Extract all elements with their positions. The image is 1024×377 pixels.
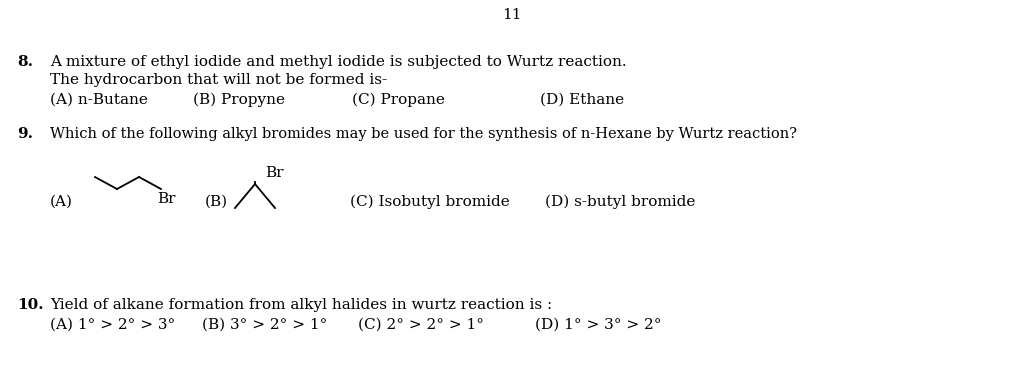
Text: (B) Propyne: (B) Propyne — [193, 93, 285, 107]
Text: Which of the following alkyl bromides may be used for the synthesis of n-Hexane : Which of the following alkyl bromides ma… — [50, 127, 797, 141]
Text: (A) 1° > 2° > 3°: (A) 1° > 2° > 3° — [50, 318, 175, 332]
Text: Yield of alkane formation from alkyl halides in wurtz reaction is :: Yield of alkane formation from alkyl hal… — [50, 298, 552, 312]
Text: (D) Ethane: (D) Ethane — [540, 93, 624, 107]
Text: 10.: 10. — [17, 298, 44, 312]
Text: 11: 11 — [502, 8, 522, 22]
Text: Br: Br — [265, 166, 284, 180]
Text: (D) s-butyl bromide: (D) s-butyl bromide — [545, 195, 695, 209]
Text: The hydrocarbon that will not be formed is-: The hydrocarbon that will not be formed … — [50, 73, 387, 87]
Text: (C) Isobutyl bromide: (C) Isobutyl bromide — [350, 195, 510, 209]
Text: (D) 1° > 3° > 2°: (D) 1° > 3° > 2° — [535, 318, 662, 332]
Text: (A) n-Butane: (A) n-Butane — [50, 93, 147, 107]
Text: (C) Propane: (C) Propane — [352, 93, 444, 107]
Text: (C) 2° > 2° > 1°: (C) 2° > 2° > 1° — [358, 318, 484, 332]
Text: Br: Br — [157, 192, 175, 206]
Text: 9.: 9. — [17, 127, 33, 141]
Text: A mixture of ethyl iodide and methyl iodide is subjected to Wurtz reaction.: A mixture of ethyl iodide and methyl iod… — [50, 55, 627, 69]
Text: (B): (B) — [205, 195, 228, 209]
Text: (B) 3° > 2° > 1°: (B) 3° > 2° > 1° — [202, 318, 328, 332]
Text: (A): (A) — [50, 195, 73, 209]
Text: 8.: 8. — [17, 55, 33, 69]
